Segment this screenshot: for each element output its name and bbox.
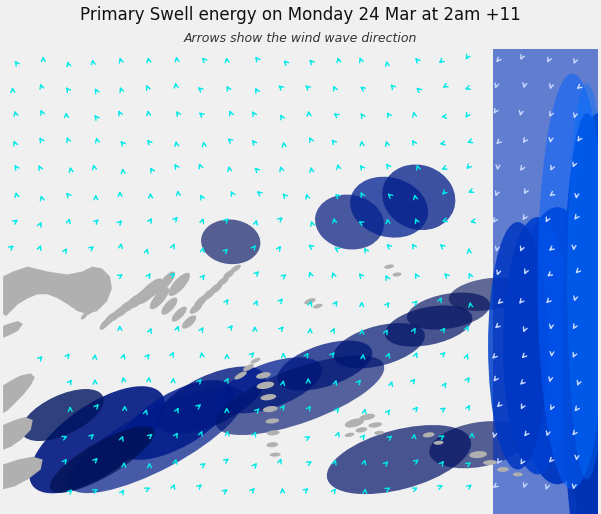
Ellipse shape (313, 304, 323, 308)
Ellipse shape (483, 460, 497, 465)
Ellipse shape (429, 421, 527, 468)
Text: Arrows show the wind wave direction: Arrows show the wind wave direction (184, 31, 417, 45)
Ellipse shape (434, 440, 444, 445)
Ellipse shape (131, 288, 148, 308)
Polygon shape (3, 321, 23, 338)
Ellipse shape (350, 177, 428, 237)
Ellipse shape (194, 295, 208, 308)
Ellipse shape (567, 83, 601, 480)
Ellipse shape (243, 364, 254, 371)
Ellipse shape (256, 372, 270, 379)
Polygon shape (3, 267, 112, 316)
Polygon shape (3, 456, 43, 489)
Ellipse shape (334, 323, 425, 369)
Ellipse shape (150, 287, 169, 309)
Ellipse shape (304, 298, 316, 304)
Ellipse shape (344, 433, 355, 437)
Ellipse shape (157, 271, 175, 291)
Ellipse shape (210, 283, 222, 293)
Ellipse shape (148, 280, 165, 297)
Ellipse shape (217, 277, 229, 286)
Ellipse shape (260, 394, 276, 400)
Ellipse shape (537, 74, 601, 489)
Ellipse shape (327, 425, 471, 494)
Ellipse shape (172, 306, 187, 322)
Ellipse shape (161, 298, 177, 315)
Ellipse shape (93, 300, 102, 309)
Ellipse shape (136, 279, 162, 304)
Text: Primary Swell energy on Monday 24 Mar at 2am +11: Primary Swell energy on Monday 24 Mar at… (80, 6, 521, 24)
Ellipse shape (374, 431, 384, 435)
Ellipse shape (100, 318, 111, 330)
Ellipse shape (21, 389, 104, 441)
Ellipse shape (124, 295, 139, 311)
Ellipse shape (50, 426, 154, 493)
Ellipse shape (203, 288, 215, 300)
Ellipse shape (168, 273, 190, 296)
Ellipse shape (497, 467, 509, 472)
Ellipse shape (568, 113, 601, 514)
Ellipse shape (234, 372, 247, 379)
Ellipse shape (469, 451, 487, 458)
Ellipse shape (182, 316, 197, 328)
Ellipse shape (81, 313, 88, 320)
Ellipse shape (104, 313, 116, 325)
Ellipse shape (384, 264, 394, 269)
Ellipse shape (111, 307, 123, 321)
Ellipse shape (29, 386, 165, 493)
Ellipse shape (223, 270, 234, 279)
Polygon shape (3, 417, 33, 450)
Ellipse shape (219, 357, 322, 413)
Ellipse shape (87, 307, 94, 315)
Ellipse shape (356, 427, 367, 432)
Ellipse shape (277, 341, 372, 391)
Ellipse shape (156, 366, 266, 434)
Ellipse shape (270, 453, 281, 456)
Ellipse shape (266, 442, 278, 447)
Ellipse shape (68, 387, 245, 493)
Ellipse shape (488, 222, 548, 469)
Ellipse shape (423, 432, 435, 437)
Ellipse shape (251, 358, 260, 363)
Ellipse shape (513, 207, 601, 484)
Ellipse shape (449, 278, 527, 311)
Ellipse shape (201, 219, 260, 264)
Ellipse shape (503, 217, 572, 474)
Ellipse shape (392, 272, 401, 277)
Ellipse shape (257, 381, 274, 389)
Ellipse shape (117, 301, 131, 317)
Ellipse shape (119, 380, 234, 460)
Ellipse shape (359, 414, 375, 420)
Ellipse shape (315, 195, 384, 249)
Ellipse shape (382, 164, 456, 230)
Ellipse shape (368, 423, 382, 428)
Ellipse shape (563, 113, 601, 514)
Polygon shape (3, 374, 35, 413)
Ellipse shape (230, 265, 241, 272)
Ellipse shape (216, 356, 384, 435)
Ellipse shape (385, 305, 472, 346)
Ellipse shape (190, 302, 203, 314)
Ellipse shape (513, 472, 523, 476)
Ellipse shape (267, 430, 279, 435)
Ellipse shape (266, 418, 279, 424)
Ellipse shape (345, 418, 364, 428)
Ellipse shape (407, 292, 490, 329)
Polygon shape (493, 49, 598, 514)
Ellipse shape (263, 406, 278, 412)
